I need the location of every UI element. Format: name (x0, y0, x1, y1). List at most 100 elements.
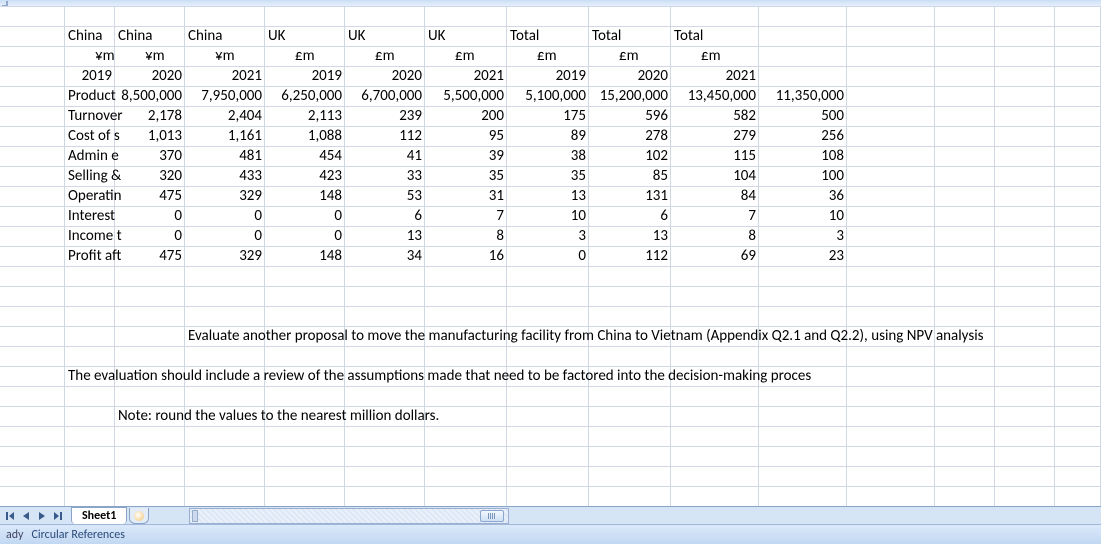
cell-r0-c1: 7,950,000 (185, 86, 265, 106)
cell-r3-c1: 481 (185, 146, 265, 166)
cell-r1-c3: 239 (345, 106, 425, 126)
cell-r6-c1: 0 (185, 206, 265, 226)
status-warning: Circular References (31, 528, 124, 542)
cell-r1-c0: 2,178 (115, 106, 185, 126)
note-line3: Note: round the values to the nearest mi… (115, 406, 1101, 426)
hscroll-leftcap (192, 510, 198, 522)
cell-r0-c7: 13,450,000 (671, 86, 759, 106)
cell-r2-c2: 1,088 (265, 126, 345, 146)
hdr1-col3: China (185, 26, 265, 46)
row-label-2: Cost of s (65, 126, 115, 146)
row-label-7: Income t (65, 226, 115, 246)
cell-r8-c2: 148 (265, 246, 345, 266)
row-label-5: Operatin (65, 186, 115, 206)
cell-r7-c1: 0 (185, 226, 265, 246)
cell-r2-c1: 1,161 (185, 126, 265, 146)
status-mode: ady (6, 528, 23, 542)
cell-r4-c5: 35 (507, 166, 589, 186)
nav-first-icon[interactable] (3, 509, 17, 523)
cell-r8-c8: 23 (759, 246, 847, 266)
nav-prev-icon[interactable] (19, 509, 33, 523)
cell-r2-c3: 112 (345, 126, 425, 146)
cell-r5-c2: 148 (265, 186, 345, 206)
nav-next-icon[interactable] (35, 509, 49, 523)
cell-r0-c3: 6,700,000 (345, 86, 425, 106)
hdr2-col8: £m (589, 46, 671, 66)
hdr3-col7: 2019 (507, 66, 589, 86)
cell-r6-c7: 7 (671, 206, 759, 226)
cell-r4-c2: 423 (265, 166, 345, 186)
hscroll-thumb[interactable] (480, 510, 504, 522)
hdr2-col6: £m (425, 46, 507, 66)
cell-r0-c0: 8,500,000 (115, 86, 185, 106)
worksheet-grid[interactable]: ChinaChinaChinaUKUKUKTotalTotalTotal¥m¥m… (0, 6, 1101, 506)
cell-r6-c6: 6 (589, 206, 671, 226)
spreadsheet-window: ChinaChinaChinaUKUKUKTotalTotalTotal¥m¥m… (0, 0, 1101, 544)
hdr3-col1: 2019 (65, 66, 115, 86)
hdr2-col3: ¥m (185, 46, 265, 66)
horizontal-scrollbar[interactable] (189, 508, 509, 524)
sheet-nav-group (0, 507, 68, 524)
cell-r8-c5: 0 (507, 246, 589, 266)
cell-r3-c6: 102 (589, 146, 671, 166)
sheet-tabs: Sheet1 (72, 507, 149, 524)
cell-r0-c6: 15,200,000 (589, 86, 671, 106)
cell-r8-c6: 112 (589, 246, 671, 266)
nav-last-icon[interactable] (51, 509, 65, 523)
hdr1-col8: Total (589, 26, 671, 46)
cell-r7-c3: 13 (345, 226, 425, 246)
hdr1-col1: China (65, 26, 115, 46)
hdr1-col5: UK (345, 26, 425, 46)
row-label-1: Turnover (65, 106, 115, 126)
cell-r1-c6: 596 (589, 106, 671, 126)
cell-r2-c7: 279 (671, 126, 759, 146)
cell-r5-c4: 31 (425, 186, 507, 206)
hdr3-col4: 2019 (265, 66, 345, 86)
cell-r3-c0: 370 (115, 146, 185, 166)
cell-r1-c4: 200 (425, 106, 507, 126)
cell-r4-c3: 33 (345, 166, 425, 186)
cell-r7-c2: 0 (265, 226, 345, 246)
row-label-0: Product (65, 86, 115, 106)
cell-r6-c4: 7 (425, 206, 507, 226)
hdr3-col3: 2021 (185, 66, 265, 86)
cell-r7-c7: 8 (671, 226, 759, 246)
row-label-8: Profit aft (65, 246, 115, 266)
new-sheet-button[interactable] (129, 508, 149, 524)
cell-r5-c3: 53 (345, 186, 425, 206)
hdr3-col9: 2021 (671, 66, 759, 86)
cell-r0-c4: 5,500,000 (425, 86, 507, 106)
hscroll-track (190, 509, 508, 523)
cell-r1-c5: 175 (507, 106, 589, 126)
cell-r2-c4: 95 (425, 126, 507, 146)
note-line1: Evaluate another proposal to move the ma… (185, 326, 1101, 346)
hdr1-col2: China (115, 26, 185, 46)
cell-r4-c4: 35 (425, 166, 507, 186)
cell-r8-c3: 34 (345, 246, 425, 266)
note-line2: The evaluation should include a review o… (65, 366, 1065, 386)
cell-r4-c0: 320 (115, 166, 185, 186)
cell-r1-c8: 500 (759, 106, 847, 126)
row-label-4: Selling & (65, 166, 115, 186)
cell-r4-c8: 100 (759, 166, 847, 186)
hdr3-col5: 2020 (345, 66, 425, 86)
cell-r5-c7: 84 (671, 186, 759, 206)
hdr3-col2: 2020 (115, 66, 185, 86)
cell-r5-c6: 131 (589, 186, 671, 206)
cell-r2-c6: 278 (589, 126, 671, 146)
tab-sheet1[interactable]: Sheet1 (71, 507, 127, 524)
cell-r6-c3: 6 (345, 206, 425, 226)
cell-r3-c2: 454 (265, 146, 345, 166)
cell-r3-c3: 41 (345, 146, 425, 166)
cell-r6-c8: 10 (759, 206, 847, 226)
cell-r5-c5: 13 (507, 186, 589, 206)
cell-r5-c0: 475 (115, 186, 185, 206)
cell-r4-c1: 433 (185, 166, 265, 186)
cell-r2-c8: 256 (759, 126, 847, 146)
hdr1-col7: Total (507, 26, 589, 46)
cell-r6-c0: 0 (115, 206, 185, 226)
cell-r0-c8: 11,350,000 (759, 86, 847, 106)
hdr2-col5: £m (345, 46, 425, 66)
cell-r8-c1: 329 (185, 246, 265, 266)
row-label-3: Admin e (65, 146, 115, 166)
